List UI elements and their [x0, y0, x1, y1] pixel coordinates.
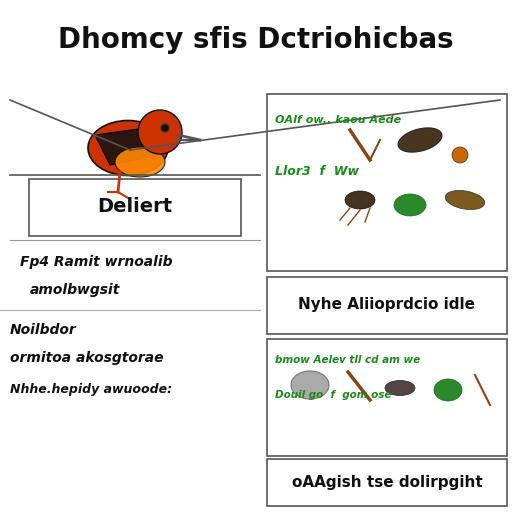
FancyBboxPatch shape [29, 179, 241, 236]
Ellipse shape [345, 191, 375, 209]
Text: Nyhe Aliioprdcio idle: Nyhe Aliioprdcio idle [298, 297, 476, 312]
FancyBboxPatch shape [267, 459, 507, 506]
Text: Fp4 Ramit wrnoalib: Fp4 Ramit wrnoalib [20, 255, 173, 269]
Ellipse shape [291, 371, 329, 399]
Text: amolbwgsit: amolbwgsit [30, 283, 120, 297]
Ellipse shape [398, 128, 442, 152]
Text: ormitoa akosgtorae: ormitoa akosgtorae [10, 351, 163, 365]
Ellipse shape [394, 194, 426, 216]
Circle shape [161, 124, 169, 132]
Text: Llor3  f  Ww: Llor3 f Ww [275, 165, 359, 178]
Ellipse shape [115, 147, 165, 177]
Polygon shape [95, 128, 160, 165]
Ellipse shape [88, 120, 168, 176]
FancyBboxPatch shape [267, 339, 507, 456]
Text: bmow Aelev tll cd am we: bmow Aelev tll cd am we [275, 355, 420, 365]
Text: Dhomcy sfis Dctriohicbas: Dhomcy sfis Dctriohicbas [58, 26, 454, 54]
FancyBboxPatch shape [267, 277, 507, 334]
Text: Nhhe.hepidy awuoode:: Nhhe.hepidy awuoode: [10, 383, 172, 396]
Text: Noilbdor: Noilbdor [10, 323, 77, 337]
Ellipse shape [434, 379, 462, 401]
FancyBboxPatch shape [267, 94, 507, 271]
Ellipse shape [385, 380, 415, 395]
Text: OAlf ow.. kaou Aede: OAlf ow.. kaou Aede [275, 115, 401, 125]
Ellipse shape [445, 190, 485, 209]
Circle shape [138, 110, 182, 154]
Text: Douil go  f  gom ose: Douil go f gom ose [275, 390, 391, 400]
Text: Deliert: Deliert [97, 198, 173, 217]
Text: oAAgish tse dolirpgiht: oAAgish tse dolirpgiht [292, 475, 482, 489]
Circle shape [452, 147, 468, 163]
